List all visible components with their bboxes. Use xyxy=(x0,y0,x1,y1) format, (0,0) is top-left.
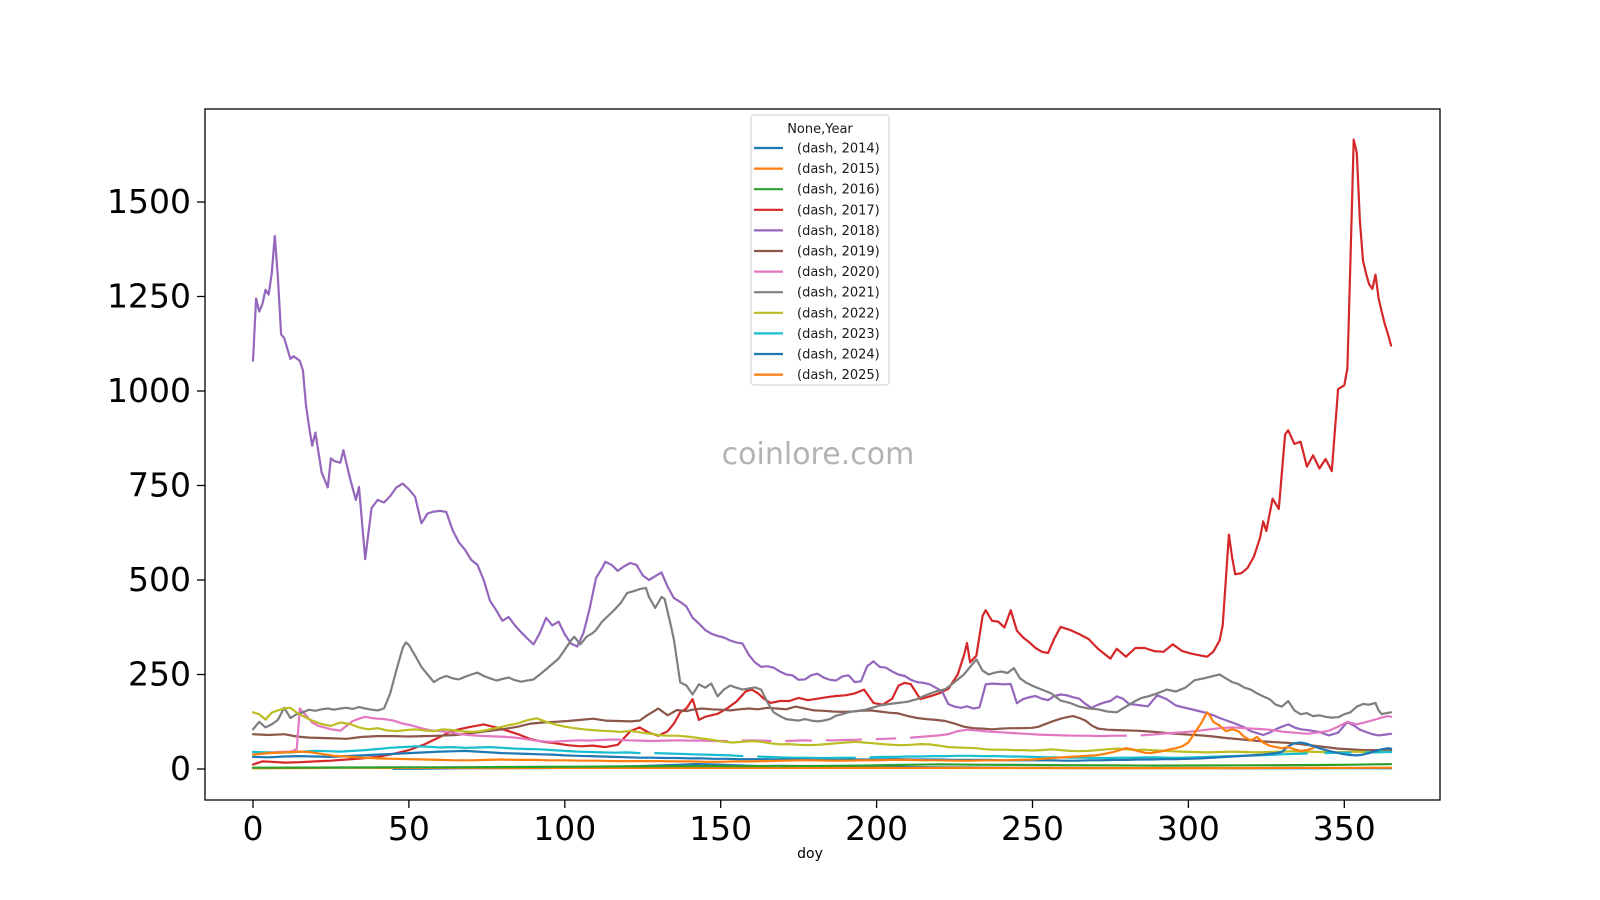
legend-entry-label: (dash, 2025) xyxy=(797,368,880,383)
series-line-2025 xyxy=(251,711,1315,763)
y-tick-label: 250 xyxy=(128,655,191,694)
x-tick-label: 350 xyxy=(1313,809,1376,848)
x-tick-label: 300 xyxy=(1157,809,1220,848)
legend-entry-2020: (dash, 2020) xyxy=(754,265,880,280)
y-tick-label: 1250 xyxy=(107,277,191,316)
watermark: coinlore.com xyxy=(722,437,915,472)
legend: None,Year (dash, 2014)(dash, 2015)(dash,… xyxy=(750,114,890,386)
legend-entry-2021: (dash, 2021) xyxy=(754,286,880,301)
legend-entry-label: (dash, 2022) xyxy=(797,306,880,321)
series-line-2017 xyxy=(251,138,1393,766)
x-tick-label: 200 xyxy=(845,809,908,848)
legend-entry-2023: (dash, 2023) xyxy=(754,327,880,342)
y-tick-label: 500 xyxy=(128,560,191,599)
legend-entry-label: (dash, 2014) xyxy=(797,142,880,157)
series-line-2018 xyxy=(251,234,1393,737)
legend-entry-2024: (dash, 2024) xyxy=(754,348,880,363)
legend-entry-label: (dash, 2021) xyxy=(797,286,880,301)
legend-entries: (dash, 2014) (dash, 2015) (dash, 2016) (das… xyxy=(754,142,880,383)
legend-entry-label: (dash, 2018) xyxy=(797,224,880,239)
legend-entry-label: (dash, 2019) xyxy=(797,245,880,260)
x-tick-label: 250 xyxy=(1001,809,1064,848)
x-tick-label: 50 xyxy=(388,809,430,848)
legend-entry-2015: (dash, 2015) xyxy=(754,162,880,177)
y-tick-label: 0 xyxy=(170,749,191,788)
series-line-2023 xyxy=(251,745,1393,760)
legend-entry-2014: (dash, 2014) xyxy=(754,142,880,157)
legend-entry-2017: (dash, 2017) xyxy=(754,203,880,218)
legend-entry-2022: (dash, 2022) xyxy=(754,306,880,321)
legend-title: None,Year xyxy=(787,122,853,137)
legend-box xyxy=(750,114,890,386)
x-axis-label: doy xyxy=(797,846,823,862)
ticks-layer: 0 50 100 150 200 250 300 350 0 250 500 750 1000 1250 1… xyxy=(107,182,1376,848)
legend-entry-2016: (dash, 2016) xyxy=(754,183,880,198)
legend-entry-2025: (dash, 2025) xyxy=(754,368,880,383)
legend-entry-2018: (dash, 2018) xyxy=(754,224,880,239)
x-tick-label: 100 xyxy=(533,809,596,848)
y-tick-label: 750 xyxy=(128,466,191,505)
series-line-2021 xyxy=(251,586,1393,731)
legend-entry-label: (dash, 2020) xyxy=(797,265,880,280)
legend-entry-label: (dash, 2017) xyxy=(797,203,880,218)
legend-entry-label: (dash, 2023) xyxy=(797,327,880,342)
legend-entry-2019: (dash, 2019) xyxy=(754,245,880,260)
x-tick-label: 150 xyxy=(689,809,752,848)
x-tick-label: 0 xyxy=(243,809,264,848)
y-tick-label: 1500 xyxy=(107,182,191,221)
series-line-2016 xyxy=(251,763,1393,769)
legend-entry-label: (dash, 2024) xyxy=(797,348,880,363)
y-tick-label: 1000 xyxy=(107,371,191,410)
legend-entry-label: (dash, 2016) xyxy=(797,183,880,198)
legend-entry-label: (dash, 2015) xyxy=(797,162,880,177)
series-layer xyxy=(251,138,1393,770)
series-line-2022 xyxy=(251,706,1393,754)
plot-frame xyxy=(204,108,1441,801)
